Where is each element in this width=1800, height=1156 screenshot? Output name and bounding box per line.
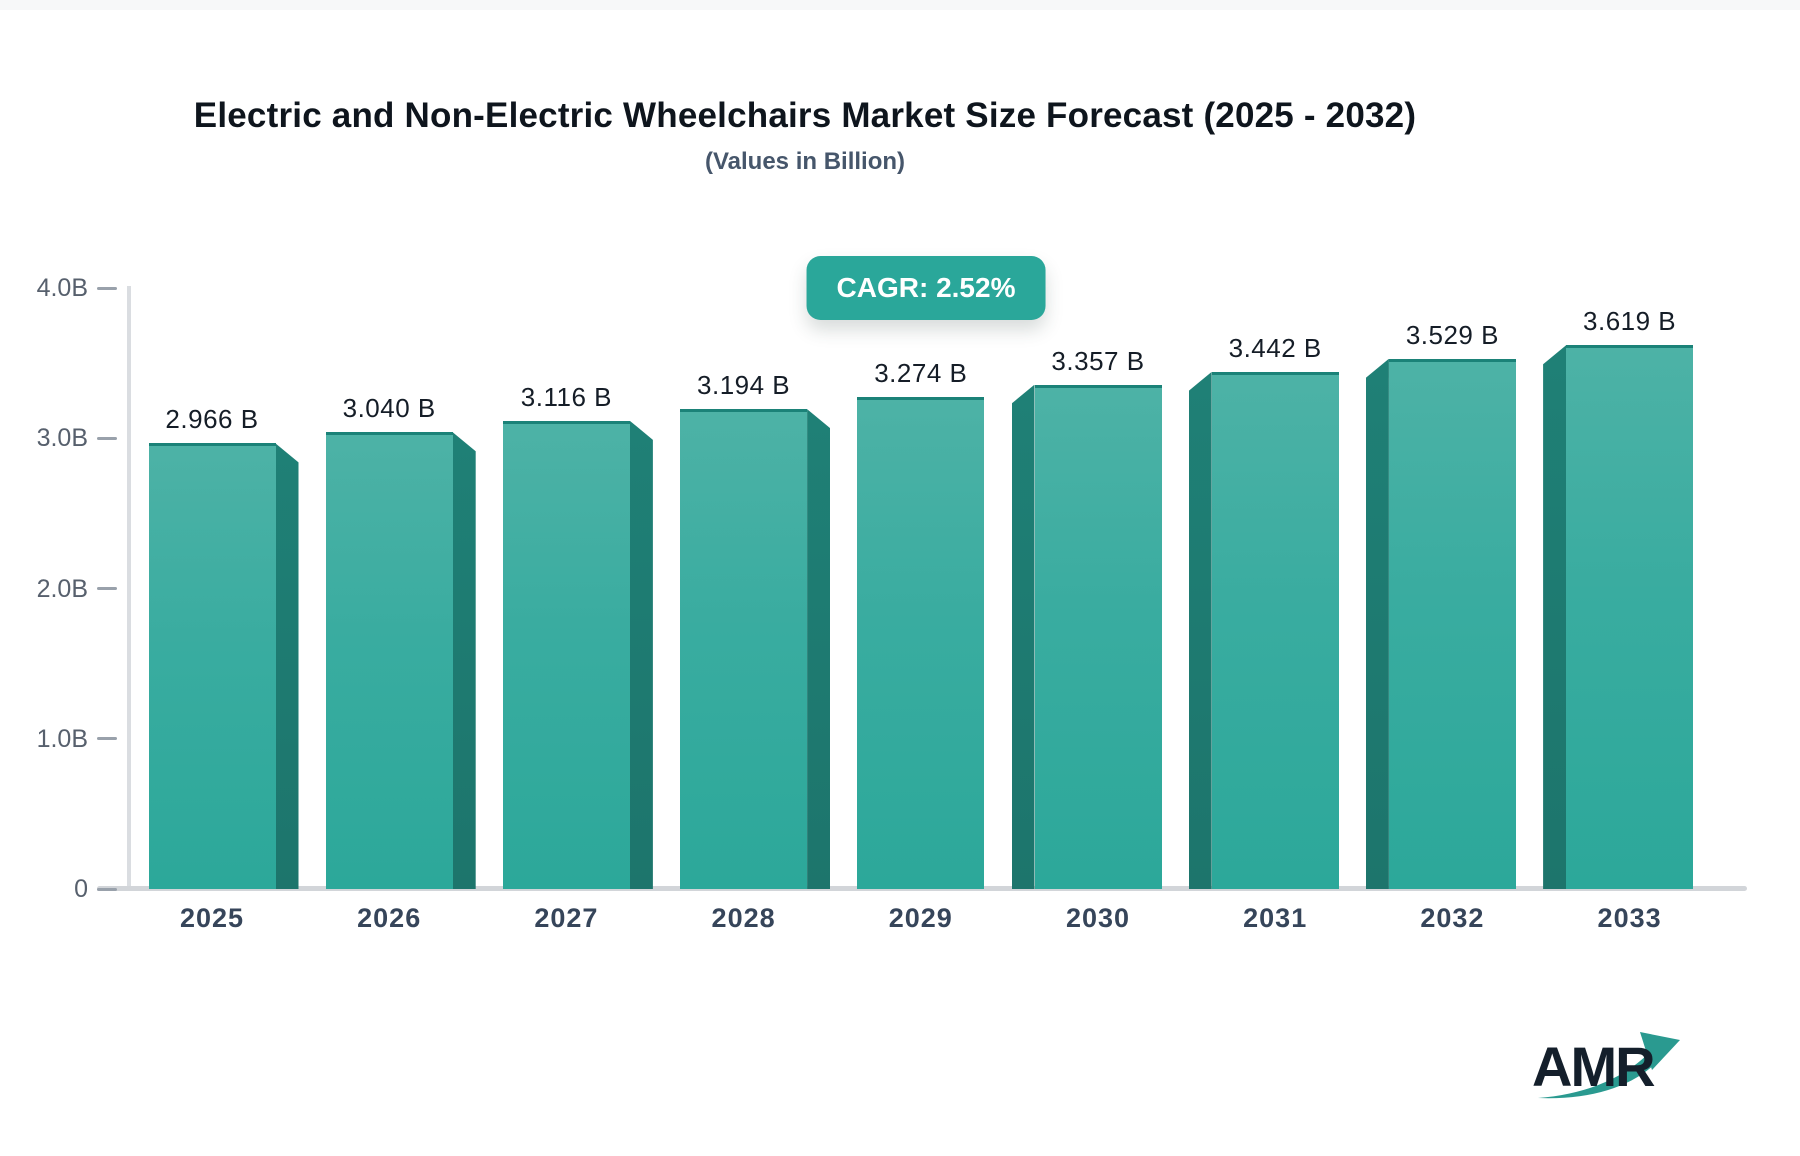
y-axis-tick-label: 4.0B [36,274,88,302]
x-axis-label: 2033 [1597,903,1662,933]
y-axis-tick [97,436,117,440]
y-axis-tick [97,887,117,891]
bar [1211,371,1339,889]
bar-value-label: 3.274 B [874,358,968,389]
x-axis-label: 2032 [1420,903,1485,933]
bar [857,397,985,889]
y-axis-tick [97,286,117,290]
bar [680,409,808,889]
logo-arrowhead-icon [1640,1032,1680,1070]
cagr-badge: CAGR: 2.52% [806,256,1046,320]
bar [1034,384,1162,889]
x-axis-label: 2029 [888,903,953,933]
x-axis-label: 2031 [1243,903,1308,933]
bar-value-label: 3.619 B [1583,306,1677,337]
x-axis-label: 2027 [534,903,599,933]
bar [325,432,453,889]
bar-side-face [452,432,476,889]
bar-value-label: 3.194 B [697,370,791,401]
bar-side-face [807,409,831,889]
x-axis-label: 2030 [1065,903,1131,933]
logo-arrow-swoosh-icon [1538,1054,1656,1099]
bar-side-face [1011,384,1035,889]
bar-value-label: 3.116 B [520,381,612,412]
bar [148,443,276,889]
y-axis-line [127,286,131,889]
y-axis-tick-label: 3.0B [36,424,88,453]
bar-value-label: 3.529 B [1405,319,1499,350]
bar-side-face [1543,345,1567,889]
y-axis-tick-label: 1.0B [36,724,88,753]
x-axis-label: 2025 [179,903,245,933]
chart-title: Electric and Non-Electric Wheelchairs Ma… [193,96,1417,135]
bar [1388,358,1516,889]
bar-side-face [1365,358,1389,889]
bar-value-label: 3.040 B [342,393,436,424]
y-axis-tick-label: 0 [74,875,88,903]
bar-value-label: 3.442 B [1228,332,1322,363]
x-axis-label: 2026 [357,903,422,933]
y-axis-tick [97,587,117,590]
bar [502,420,630,889]
bar-side-face [629,420,653,889]
chart-subtitle: (Values in Billion) [704,148,906,175]
y-axis-tick [97,737,117,741]
x-axis-label: 2028 [711,903,776,933]
y-axis-tick-label: 2.0B [36,574,88,603]
bar-side-face [275,443,299,889]
bar-side-face [1188,371,1212,889]
top-border-strip [0,0,1800,10]
logo-text: AMR [1532,1035,1655,1098]
bar-value-label: 2.966 B [165,404,259,435]
bar-value-label: 3.357 B [1051,345,1145,376]
bar [1566,345,1694,889]
amr-logo: AMR [1532,1032,1680,1099]
